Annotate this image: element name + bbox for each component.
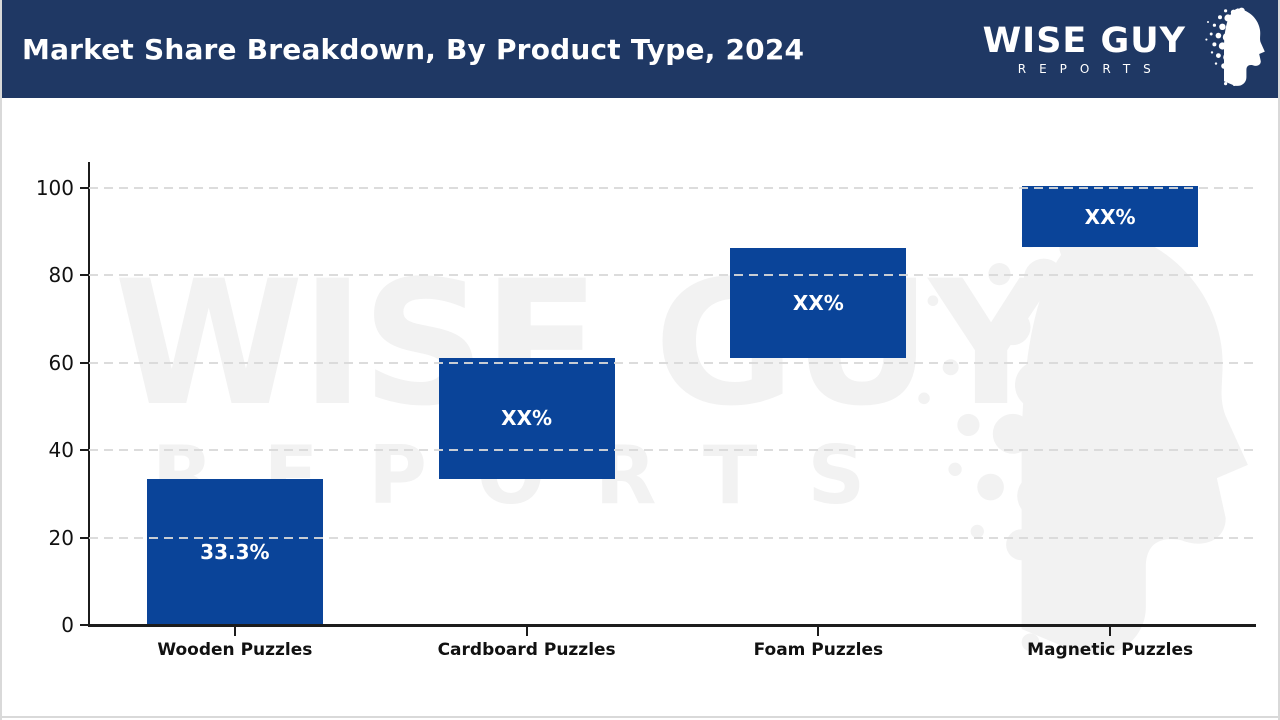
x-tick-mark bbox=[233, 627, 236, 636]
x-category-label: Foam Puzzles bbox=[753, 640, 884, 660]
x-tick-mark bbox=[1109, 627, 1112, 636]
logo-wiseguy-label: WISE GUY bbox=[982, 21, 1186, 61]
x-category-label: Cardboard Puzzles bbox=[437, 640, 616, 660]
wiseguy-logo-text: WISE GUY REPORTS bbox=[982, 21, 1186, 77]
y-tick-mark bbox=[80, 624, 89, 626]
y-tick-label: 60 bbox=[48, 350, 74, 375]
y-tick-mark bbox=[80, 274, 89, 276]
gridline bbox=[89, 449, 1256, 451]
gridline bbox=[89, 186, 1256, 189]
x-axis-spine bbox=[88, 624, 1256, 627]
logo-reports-label: REPORTS bbox=[1017, 62, 1164, 76]
bar-value-label: XX% bbox=[501, 406, 553, 431]
header-bar: Market Share Breakdown, By Product Type,… bbox=[2, 0, 1278, 98]
bottom-border-line bbox=[2, 716, 1278, 718]
wiseguy-logo: WISE GUY REPORTS bbox=[983, 4, 1274, 96]
y-tick-label: 100 bbox=[35, 175, 74, 200]
y-axis-spine bbox=[88, 162, 90, 626]
y-tick-mark bbox=[80, 186, 89, 189]
y-tick-mark bbox=[80, 361, 89, 364]
bar-cardboard-puzzles bbox=[438, 357, 615, 479]
y-tick-label: 0 bbox=[61, 613, 74, 637]
y-tick-label: 20 bbox=[48, 525, 74, 550]
gridline bbox=[89, 361, 1256, 364]
bar-value-label: XX% bbox=[1084, 204, 1136, 229]
x-category-label: Magnetic Puzzles bbox=[1027, 640, 1194, 660]
gridline bbox=[89, 274, 1256, 276]
page-title: Market Share Breakdown, By Product Type,… bbox=[22, 32, 805, 66]
y-tick-label: 80 bbox=[48, 263, 74, 287]
y-tick-mark bbox=[80, 449, 89, 451]
bar-foam-puzzles bbox=[730, 248, 907, 358]
bar-value-label: XX% bbox=[792, 291, 844, 315]
gridline bbox=[89, 536, 1256, 539]
x-category-label: Wooden Puzzles bbox=[157, 640, 313, 660]
y-tick-mark bbox=[80, 536, 89, 539]
x-tick-mark bbox=[817, 627, 820, 636]
bar-value-label: 33.3% bbox=[200, 540, 270, 565]
x-tick-mark bbox=[525, 627, 528, 636]
bar-wooden-puzzles bbox=[146, 479, 323, 625]
y-tick-label: 40 bbox=[48, 438, 74, 462]
